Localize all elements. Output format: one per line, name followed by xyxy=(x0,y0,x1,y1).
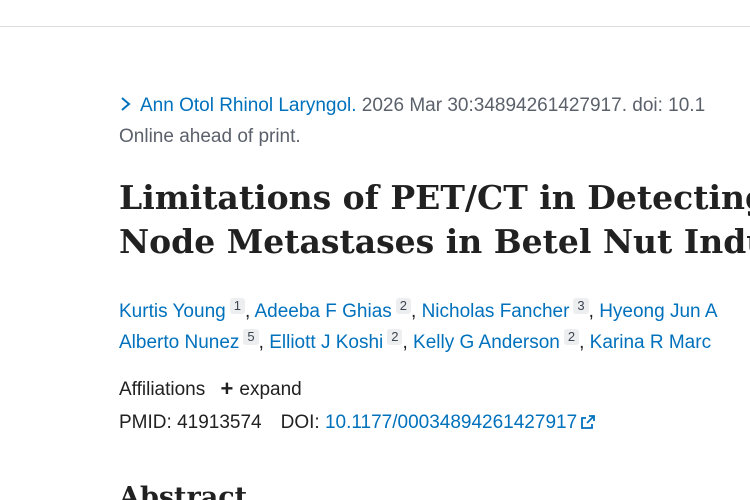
author-link[interactable]: Kurtis Young xyxy=(119,301,226,322)
affiliation-number[interactable]: 2 xyxy=(387,329,403,345)
publication-status: Online ahead of print. xyxy=(119,126,301,147)
author-link[interactable]: Adeeba F Ghias xyxy=(254,301,392,322)
author-link[interactable]: Elliott J Koshi xyxy=(269,332,384,353)
author-separator: , xyxy=(402,332,414,353)
affiliations-label: Affiliations xyxy=(119,379,206,400)
chevron-right-icon[interactable] xyxy=(119,96,133,112)
author-separator: , xyxy=(244,301,255,322)
author-link[interactable]: Karina R Marc xyxy=(589,332,712,353)
author-list: Kurtis Young 1, Adeeba F Ghias 2, Nicholas… xyxy=(119,296,718,358)
author-separator: , xyxy=(579,332,590,353)
author-row: Alberto Nunez 5, Elliott J Koshi 2, Kelly … xyxy=(119,327,718,358)
author-separator: , xyxy=(411,301,422,322)
abstract-heading: Abstract xyxy=(119,482,248,500)
journal-link[interactable]: Ann Otol Rhinol Laryngol. xyxy=(140,95,357,116)
affiliations-row: Affiliations + expand xyxy=(119,377,302,402)
external-link-icon xyxy=(581,415,596,429)
citation-details: 2026 Mar 30:34894261427917. doi: 10.1 xyxy=(361,95,706,116)
identifiers-row: PMID: 41913574 DOI: 10.1177/0003489426142… xyxy=(119,411,596,435)
author-separator: , xyxy=(588,301,600,322)
citation-line: Ann Otol Rhinol Laryngol. 2026 Mar 30:34… xyxy=(119,94,705,118)
affiliation-number[interactable]: 5 xyxy=(243,329,259,345)
expand-affiliations-button[interactable]: + expand xyxy=(220,376,302,401)
affiliation-number[interactable]: 1 xyxy=(229,298,245,314)
doi-value: 10.1177/00034894261427917 xyxy=(324,412,578,433)
doi-label: DOI: xyxy=(280,412,320,433)
pmid-value: 41913574 xyxy=(177,412,262,433)
expand-label: expand xyxy=(239,379,302,400)
article-title: Limitations of PET/CT in Detecting C Nod… xyxy=(119,176,750,264)
header-divider xyxy=(0,26,750,27)
author-link[interactable]: Hyeong Jun A xyxy=(599,301,718,322)
author-separator: , xyxy=(258,332,270,353)
pmid-label: PMID: xyxy=(119,412,172,433)
affiliation-number[interactable]: 2 xyxy=(395,298,411,314)
article-title-line-1: Limitations of PET/CT in Detecting C xyxy=(119,178,750,217)
affiliation-number[interactable]: 2 xyxy=(563,329,580,345)
author-row: Kurtis Young 1, Adeeba F Ghias 2, Nicholas… xyxy=(119,296,718,327)
author-link[interactable]: Nicholas Fancher xyxy=(421,301,570,322)
doi-link[interactable]: 10.1177/00034894261427917 xyxy=(325,412,596,433)
author-link[interactable]: Kelly G Anderson xyxy=(413,332,560,353)
author-link[interactable]: Alberto Nunez xyxy=(119,332,240,353)
article-title-line-2: Node Metastases in Betel Nut Induce xyxy=(119,222,750,261)
plus-icon: + xyxy=(220,376,234,401)
affiliation-number[interactable]: 3 xyxy=(573,298,589,314)
